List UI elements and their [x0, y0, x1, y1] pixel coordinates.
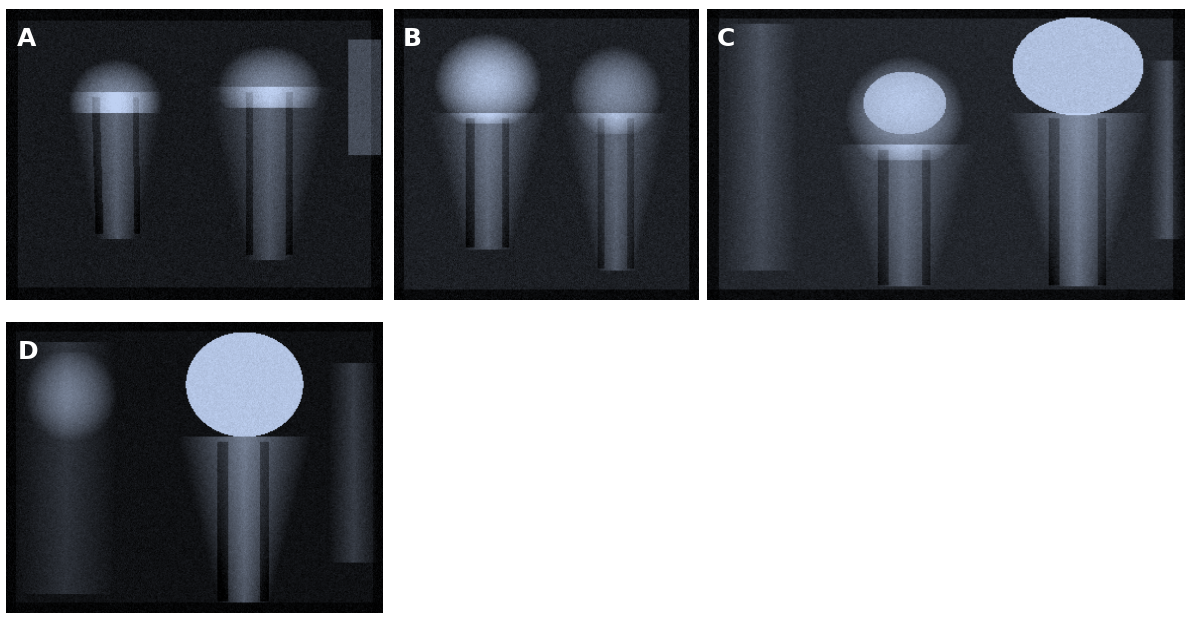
Text: A: A — [17, 27, 37, 51]
Text: D: D — [17, 340, 38, 364]
Text: C: C — [716, 27, 734, 51]
Text: B: B — [404, 27, 423, 51]
